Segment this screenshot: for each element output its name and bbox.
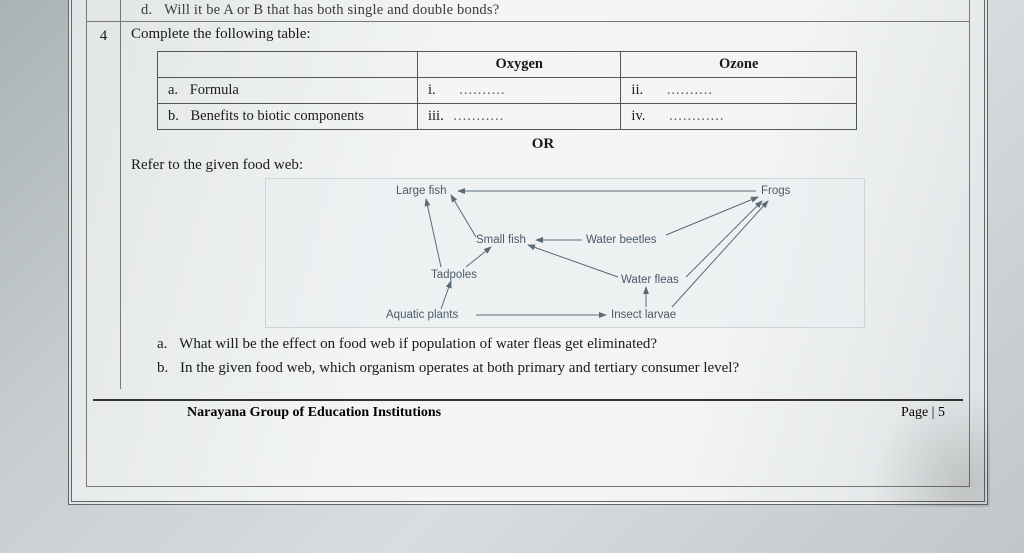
foodweb-node-frogs: Frogs [761,185,790,197]
sub-q-letter: a. [157,336,167,352]
roman: iii. [428,108,444,124]
food-web-arrows [266,179,864,327]
question-intro: Complete the following table: [125,22,961,47]
question-number: 4 [87,22,121,389]
roman: iv. [631,108,645,124]
row-text: Formula [190,82,239,98]
foodweb-edge [686,201,762,277]
question-content: Complete the following table: Oxygen Ozo… [121,22,969,389]
oxy-cell: i. .......... [418,78,621,104]
sub-q-letter: b. [157,360,168,376]
food-web-diagram: Large fish Frogs Small fish Water beetles Ta… [265,178,865,328]
or-divider: OR [125,136,961,153]
blank-dots: .......... [459,82,505,98]
prev-question-row: d. Will it be A or B that has both singl… [87,0,969,22]
roman: i. [428,82,436,98]
foodweb-node-aquatic_plants: Aquatic plants [386,309,458,321]
table-header-oxygen: Oxygen [418,52,621,78]
table-header-ozone: Ozone [621,52,857,78]
blank-dots: ........... [453,108,504,124]
sub-question-a: a. What will be the effect on food web i… [145,332,961,356]
sub-question-b: b. In the given food web, which organism… [145,356,961,380]
table-row: b. Benefits to biotic components iii. ..… [158,104,857,130]
oxygen-ozone-table: Oxygen Ozone a. Formula i. .......... [157,51,857,130]
footer-page: Page | 5 [901,405,945,421]
footer-institution: Narayana Group of Education Institutions [187,405,441,421]
foodweb-edge [672,201,768,307]
foodweb-edge [666,197,758,235]
sub-q-text: In the given food web, which organism op… [180,360,739,376]
row-text: Benefits to biotic components [191,108,365,124]
prev-num-col [87,0,121,21]
content-frame: d. Will it be A or B that has both singl… [86,0,970,487]
foodweb-node-large_fish: Large fish [396,185,447,197]
blank-dots: ............ [669,108,725,124]
prev-q-letter: d. [141,2,152,18]
prev-q-text: Will it be A or B that has both single a… [164,2,499,18]
foodweb-edge [426,199,441,267]
worksheet-page: d. Will it be A or B that has both singl… [68,0,988,505]
foodweb-edge [451,195,476,237]
question-row: 4 Complete the following table: Oxygen O… [87,22,969,389]
roman: ii. [631,82,643,98]
prev-question-text: d. Will it be A or B that has both singl… [121,0,969,21]
ozo-cell: iv. ............ [621,104,857,130]
foodweb-edge [528,245,618,277]
foodweb-node-small_fish: Small fish [476,234,526,246]
row-letter: b. [168,108,179,124]
row-letter: a. [168,82,178,98]
foodweb-node-tadpoles: Tadpoles [431,269,477,281]
oxy-cell: iii. ........... [418,104,621,130]
table-row: a. Formula i. .......... ii. .......... [158,78,857,104]
footer-row: Narayana Group of Education Institutions… [87,401,969,421]
refer-text: Refer to the given food web: [125,155,961,176]
foodweb-node-water_beetles: Water beetles [586,234,657,246]
foodweb-edge [441,281,451,309]
row-label: b. Benefits to biotic components [158,104,418,130]
table-header-blank [158,52,418,78]
foodweb-edge [466,247,491,267]
blank-dots: .......... [667,82,713,98]
sub-q-text: What will be the effect on food web if p… [179,336,657,352]
table-header-row: Oxygen Ozone [158,52,857,78]
row-label: a. Formula [158,78,418,104]
ozo-cell: ii. .......... [621,78,857,104]
foodweb-node-water_fleas: Water fleas [621,274,679,286]
foodweb-node-insect_larvae: Insect larvae [611,309,676,321]
